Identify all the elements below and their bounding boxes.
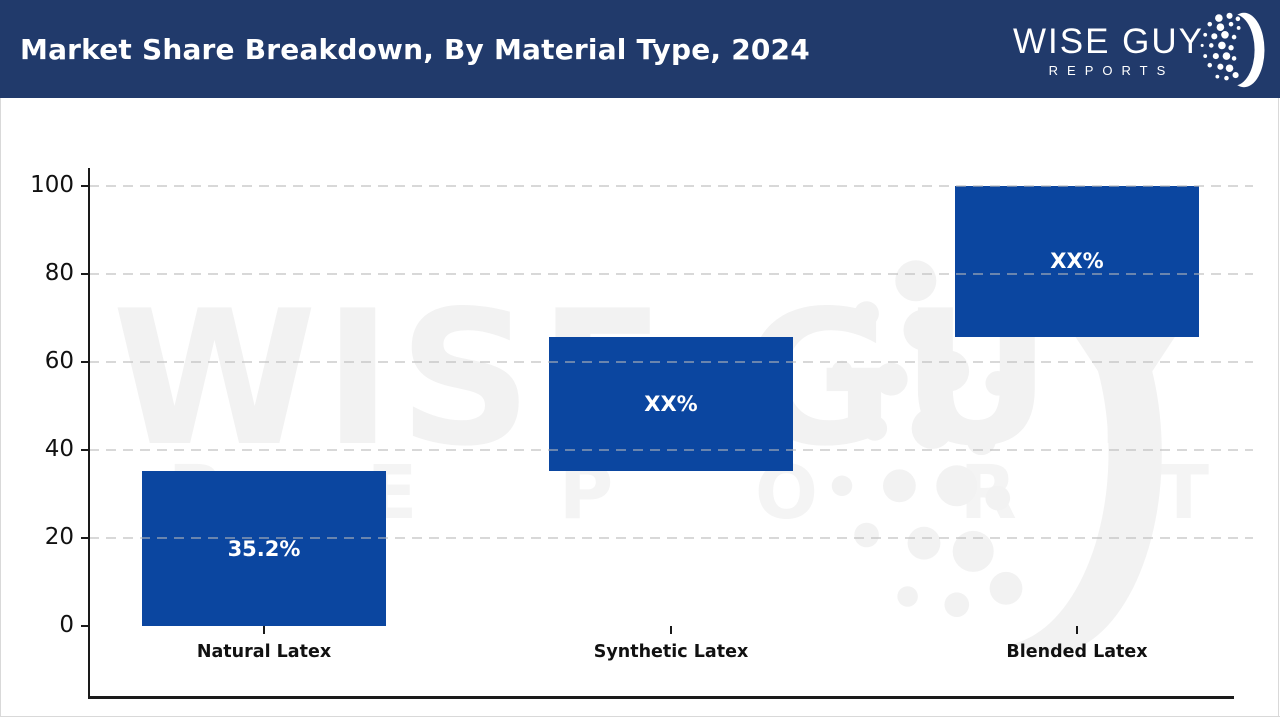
bar-natural-latex: 35.2% [142, 471, 386, 626]
y-tick-label: 0 [59, 612, 74, 638]
header: Market Share Breakdown, By Material Type… [0, 0, 1280, 98]
logo-wordmark: WISE GUY REPORTS [1013, 22, 1204, 78]
y-tick-mark [81, 449, 89, 451]
bar-value-label: 35.2% [227, 536, 301, 561]
logo-wordmark-line1: WISE GUY [1012, 22, 1204, 61]
gridline-y-80 [89, 273, 1253, 275]
page-border-bottom [0, 716, 1280, 717]
bar-value-label: XX% [644, 392, 698, 416]
bar-synthetic-latex: XX% [549, 336, 793, 472]
x-axis-line [88, 696, 1234, 699]
gridline-y-60 [89, 361, 1253, 363]
logo-wordmark-line2: REPORTS [1048, 63, 1175, 78]
page-border-right [1278, 98, 1279, 717]
y-tick-mark [81, 273, 89, 275]
bar-blended-latex: XX% [955, 186, 1199, 337]
page-title: Market Share Breakdown, By Material Type… [20, 32, 810, 66]
y-tick-mark [81, 361, 89, 363]
gridline-y-40 [89, 449, 1253, 451]
chart-area: WISE GUY R E P O R T S [0, 98, 1280, 720]
y-tick-label: 80 [44, 260, 74, 286]
y-tick-label: 60 [44, 348, 74, 374]
x-tick-mark [263, 626, 265, 634]
y-tick-mark [81, 185, 89, 187]
gridline-y-100 [89, 185, 1253, 187]
x-tick-label-blended-latex: Blended Latex [1006, 642, 1148, 662]
logo-face-icon [1200, 12, 1265, 88]
x-tick-mark [1076, 626, 1078, 634]
y-tick-label: 20 [44, 524, 74, 550]
y-tick-label: 100 [30, 172, 74, 198]
x-tick-mark [670, 626, 672, 634]
gridline-y-20 [89, 537, 1253, 539]
y-axis-line [88, 168, 90, 699]
page-border-left [0, 98, 1, 717]
y-tick-mark [81, 625, 89, 627]
y-tick-label: 40 [44, 436, 74, 462]
brand-logo: WISE GUY REPORTS [1013, 6, 1266, 94]
x-tick-label-synthetic-latex: Synthetic Latex [593, 642, 749, 662]
y-tick-mark [81, 537, 89, 539]
x-tick-label-natural-latex: Natural Latex [196, 642, 332, 662]
bar-value-label: XX% [1050, 249, 1104, 274]
